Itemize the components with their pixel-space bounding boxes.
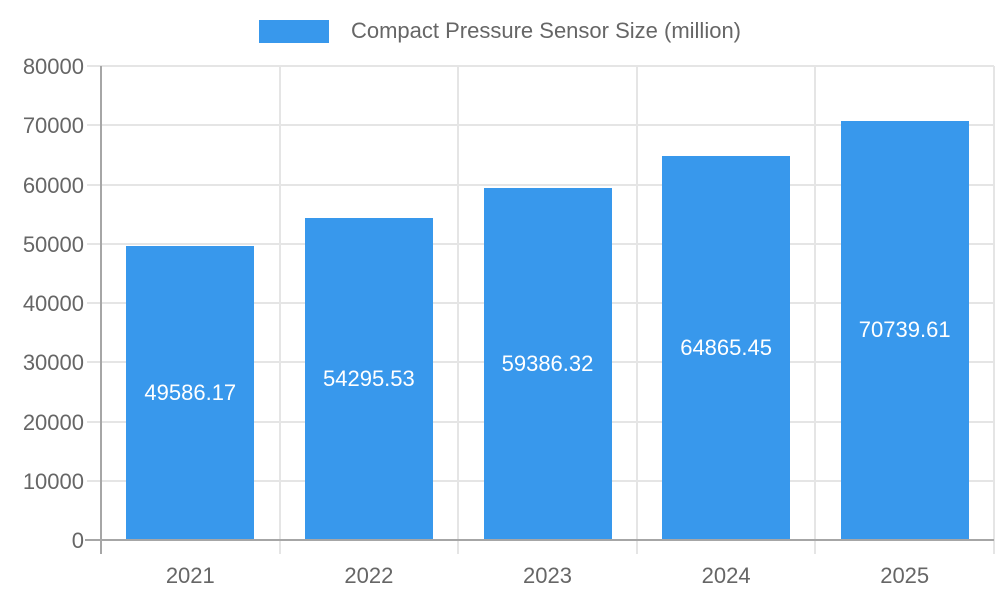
bar-value-label: 59386.32 [501, 351, 594, 377]
y-tick-label: 10000 [22, 468, 84, 494]
x-axis-tick [457, 540, 460, 554]
bar[interactable] [304, 218, 433, 540]
y-tick-label: 20000 [22, 409, 84, 435]
legend-swatch [258, 19, 329, 43]
x-axis-tick [814, 540, 817, 554]
legend-label: Compact Pressure Sensor Size (million) [350, 18, 742, 43]
y-tick-label: 40000 [22, 291, 84, 316]
y-tick-label: 30000 [22, 350, 84, 376]
bar[interactable] [126, 246, 255, 540]
y-tick-label: 50000 [22, 231, 84, 257]
x-axis-tick [278, 540, 281, 554]
gridline-v [993, 66, 995, 540]
bar-value-label: 64865.45 [680, 334, 772, 360]
bar-value-label: 70739.61 [858, 317, 951, 343]
gridline-h [87, 183, 994, 186]
gridline-v [457, 66, 460, 540]
gridline-v [635, 66, 638, 540]
gridline-v [814, 66, 817, 540]
y-tick-label: 70000 [22, 113, 84, 139]
y-axis-line [100, 66, 102, 554]
gridline-h [87, 65, 994, 67]
x-tick-label: 2024 [701, 563, 751, 588]
y-tick-label: 80000 [22, 54, 84, 79]
bar-value-label: 49586.17 [144, 380, 237, 406]
y-tick-label: 0 [71, 528, 84, 553]
x-tick-label: 2021 [165, 563, 215, 588]
x-tick-label: 2022 [344, 563, 394, 588]
bar[interactable] [483, 188, 612, 540]
bar[interactable] [840, 120, 969, 540]
bar[interactable] [662, 155, 791, 540]
x-axis-tick [993, 540, 995, 554]
x-tick-label: 2025 [880, 563, 930, 588]
x-axis-line [85, 539, 994, 541]
x-tick-label: 2023 [523, 563, 572, 588]
gridline-v [278, 66, 281, 540]
x-axis-tick [635, 540, 638, 554]
bar-value-label: 54295.53 [323, 366, 415, 392]
gridline-h [87, 124, 994, 127]
y-tick-label: 60000 [22, 172, 84, 198]
legend[interactable]: Compact Pressure Sensor Size (million) [0, 16, 1000, 46]
